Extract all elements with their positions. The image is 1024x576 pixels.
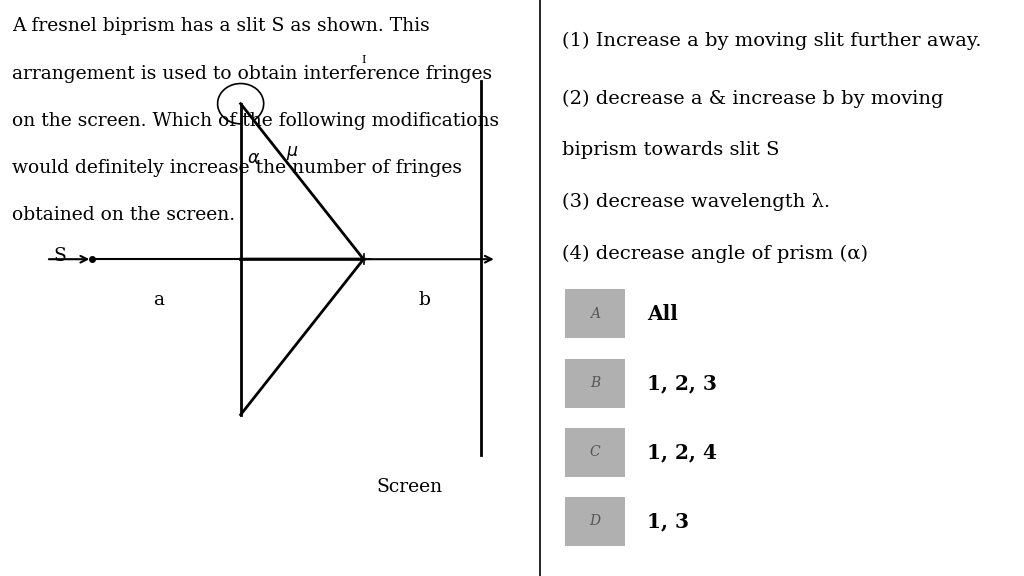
Text: Screen: Screen — [377, 478, 442, 496]
Text: I: I — [361, 55, 366, 66]
Text: a: a — [154, 290, 164, 309]
Text: (4) decrease angle of prism (α): (4) decrease angle of prism (α) — [562, 245, 868, 263]
Text: on the screen. Which of the following modifications: on the screen. Which of the following mo… — [12, 112, 500, 130]
Text: 1, 2, 4: 1, 2, 4 — [647, 442, 717, 462]
Text: 1, 2, 3: 1, 2, 3 — [647, 373, 717, 393]
Text: D: D — [590, 514, 600, 528]
Bar — [565, 497, 625, 546]
Text: biprism towards slit S: biprism towards slit S — [562, 141, 779, 159]
Text: All: All — [647, 304, 678, 324]
Bar — [565, 427, 625, 477]
Text: b: b — [419, 290, 431, 309]
Text: arrangement is used to obtain interference fringes: arrangement is used to obtain interferen… — [12, 65, 493, 82]
Text: would definitely increase the number of fringes: would definitely increase the number of … — [12, 159, 462, 177]
Text: (2) decrease a & increase b by moving: (2) decrease a & increase b by moving — [562, 89, 944, 108]
Text: S: S — [53, 247, 67, 266]
Text: (3) decrease wavelength λ.: (3) decrease wavelength λ. — [562, 193, 830, 211]
Bar — [565, 358, 625, 408]
Text: (1) Increase a by moving slit further away.: (1) Increase a by moving slit further aw… — [562, 32, 982, 50]
Text: B: B — [590, 376, 600, 390]
Text: C: C — [590, 445, 600, 459]
Text: $\alpha$: $\alpha$ — [248, 150, 260, 167]
Bar — [565, 289, 625, 338]
Text: A: A — [590, 307, 600, 321]
Text: A fresnel biprism has a slit S as shown. This: A fresnel biprism has a slit S as shown.… — [12, 17, 430, 35]
Text: 1, 3: 1, 3 — [647, 511, 689, 531]
Text: obtained on the screen.: obtained on the screen. — [12, 206, 236, 224]
Text: $\mu$: $\mu$ — [286, 143, 298, 162]
